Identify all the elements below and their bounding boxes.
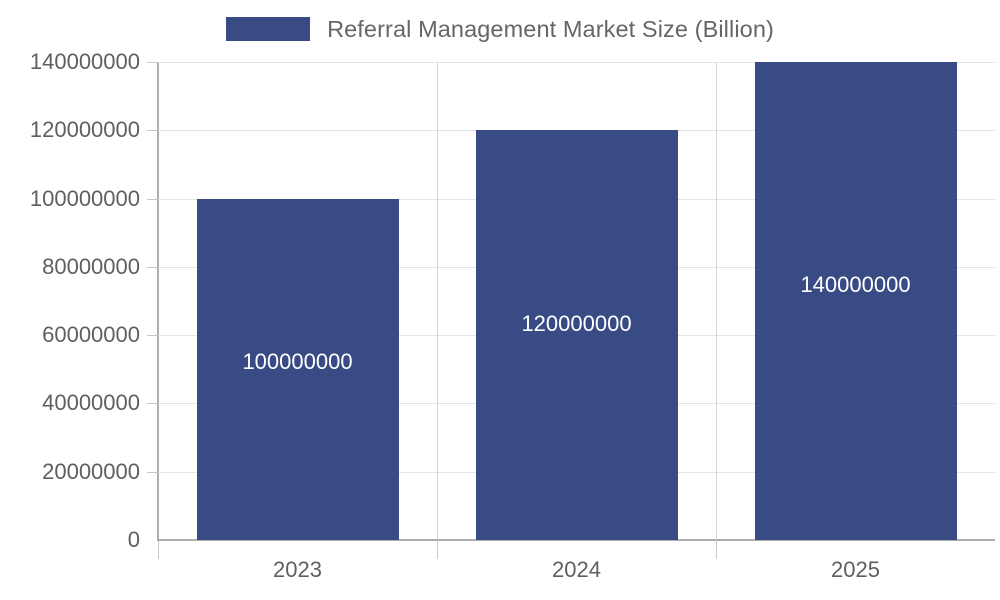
chart-legend: Referral Management Market Size (Billion…	[0, 0, 1000, 58]
category-divider-tick	[716, 541, 717, 559]
y-axis-tick-mark	[147, 130, 157, 132]
y-axis-tick-mark	[147, 471, 157, 473]
plot-area: 100000000 120000000 140000000	[158, 62, 995, 541]
y-axis-tick-label: 0	[127, 527, 140, 552]
x-axis-tick-label: 2023	[273, 557, 322, 582]
y-axis-tick-label: 80000000	[42, 253, 140, 279]
x-axis-tick-label: 2025	[831, 557, 880, 582]
legend-item-label: Referral Management Market Size (Billion…	[327, 15, 774, 42]
y-axis-tick-mark	[147, 403, 157, 405]
y-axis-tick-label: 140000000	[29, 49, 140, 74]
bar-value-label: 100000000	[242, 348, 353, 374]
category-divider-tick	[158, 541, 159, 559]
category-divider	[716, 62, 717, 540]
bar-value-label: 140000000	[800, 272, 911, 298]
bar[interactable]: 120000000	[475, 130, 678, 540]
y-axis-tick-mark	[147, 62, 157, 63]
y-axis-tick-mark	[147, 266, 157, 268]
y-axis-tick-label: 20000000	[42, 458, 140, 484]
y-axis-tick-label: 60000000	[42, 322, 140, 348]
y-axis-tick-mark	[147, 335, 157, 337]
category-divider	[437, 62, 438, 540]
y-axis-tick-label: 100000000	[29, 185, 140, 211]
legend-item-referral-management-market-size[interactable]: Referral Management Market Size (Billion…	[226, 16, 774, 43]
legend-swatch-icon	[226, 17, 311, 41]
gridline	[158, 62, 995, 63]
category-divider-tick	[437, 541, 438, 559]
y-axis-tick-label: 40000000	[42, 390, 140, 416]
bar-value-label: 120000000	[521, 310, 632, 336]
bar[interactable]: 140000000	[754, 62, 957, 540]
y-axis-line	[157, 62, 159, 541]
x-axis-tick-label: 2024	[552, 557, 601, 582]
x-axis-baseline	[158, 539, 995, 541]
y-axis-tick-mark	[147, 198, 157, 200]
y-axis-tick-label: 120000000	[29, 117, 140, 143]
bar[interactable]: 100000000	[196, 198, 399, 540]
